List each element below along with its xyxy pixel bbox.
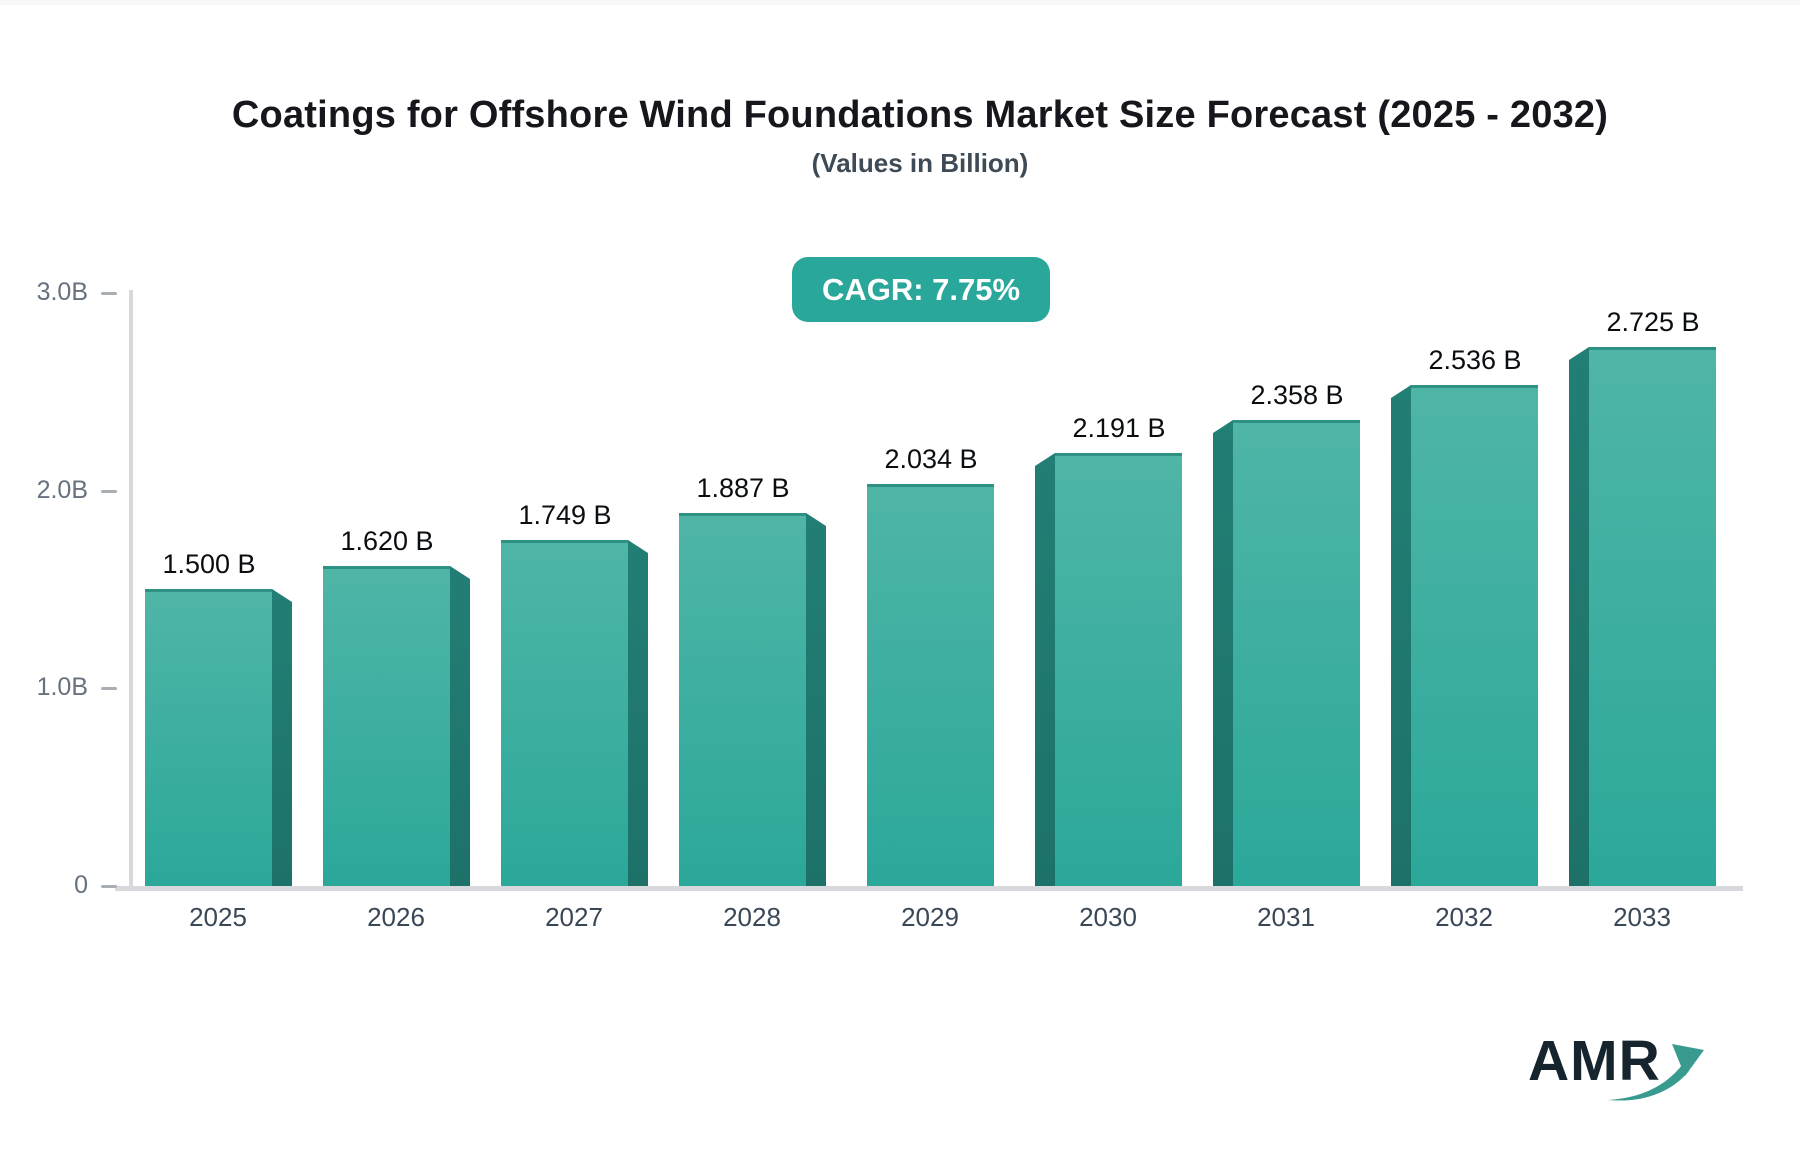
- bar-value-label: 2.536 B: [1428, 345, 1522, 375]
- y-axis-line: [129, 290, 133, 891]
- bar-face: [1233, 420, 1360, 886]
- y-axis-tick-mark: [101, 490, 117, 493]
- bar-value-label: 1.749 B: [518, 500, 612, 530]
- bar-group-2032: [1391, 385, 1538, 886]
- bar-group-2029: [867, 484, 994, 886]
- x-axis-label-2032: 2032: [1435, 902, 1493, 932]
- y-axis-tick-label: 0: [74, 871, 88, 899]
- bar-side-panel: [1035, 453, 1055, 886]
- bar-side-panel: [450, 566, 470, 886]
- bar-side-panel: [1569, 347, 1589, 886]
- amr-logo-text: AMR: [1528, 1029, 1661, 1093]
- bar-face: [145, 589, 272, 886]
- x-axis-label-2031: 2031: [1257, 902, 1315, 932]
- bar-value-label: 1.887 B: [696, 473, 790, 503]
- bar-side-panel: [628, 540, 648, 886]
- bar-group-2031: [1213, 420, 1360, 886]
- x-axis-label-2030: 2030: [1079, 902, 1137, 932]
- bar-group-2027: [501, 540, 648, 886]
- y-axis-tick-label: 1.0B: [36, 673, 88, 701]
- bar-face: [679, 513, 806, 886]
- bar-group-2026: [323, 566, 470, 886]
- bar-value-label: 1.620 B: [340, 526, 434, 556]
- bar-group-2030: [1035, 453, 1182, 886]
- bar-group-2033: [1569, 347, 1716, 886]
- y-axis-tick-label: 3.0B: [36, 278, 88, 306]
- bar-value-label: 1.500 B: [162, 549, 256, 579]
- bar-side-panel: [1391, 385, 1411, 886]
- bar-value-label: 2.034 B: [884, 444, 978, 474]
- growth-arrow-icon: [1608, 1044, 1704, 1101]
- bar-value-label: 2.358 B: [1250, 380, 1344, 410]
- bar-face: [1055, 453, 1182, 886]
- top-edge-strip: [0, 0, 1800, 5]
- x-axis-line: [115, 886, 1743, 891]
- bar-face: [1411, 385, 1538, 886]
- y-axis-tick-mark: [101, 885, 117, 888]
- bar-side-panel: [272, 589, 292, 886]
- bar-face: [867, 484, 994, 886]
- x-axis-label-2028: 2028: [723, 902, 781, 932]
- x-axis-label-2026: 2026: [367, 902, 425, 932]
- x-axis-label-2033: 2033: [1613, 902, 1671, 932]
- bar-face: [501, 540, 628, 886]
- y-axis-tick-mark: [101, 687, 117, 690]
- bar-group-2025: [145, 589, 292, 886]
- bar-group-2028: [679, 513, 826, 886]
- cagr-badge: CAGR: 7.75%: [792, 257, 1050, 322]
- bar-side-panel: [1213, 420, 1233, 886]
- x-axis-label-2025: 2025: [189, 902, 247, 932]
- page-title: Coatings for Offshore Wind Foundations M…: [231, 94, 1609, 136]
- x-axis-label-2027: 2027: [545, 902, 603, 932]
- bar-side-panel: [806, 513, 826, 886]
- bar-value-label: 2.191 B: [1072, 413, 1166, 443]
- bar-value-label: 2.725 B: [1606, 307, 1700, 337]
- y-axis-tick-mark: [101, 292, 117, 295]
- x-axis-label-2029: 2029: [901, 902, 959, 932]
- page-subtitle: (Values in Billion): [811, 148, 1029, 178]
- bar-face: [323, 566, 450, 886]
- bar-face: [1589, 347, 1716, 886]
- y-axis-tick-label: 2.0B: [36, 476, 88, 504]
